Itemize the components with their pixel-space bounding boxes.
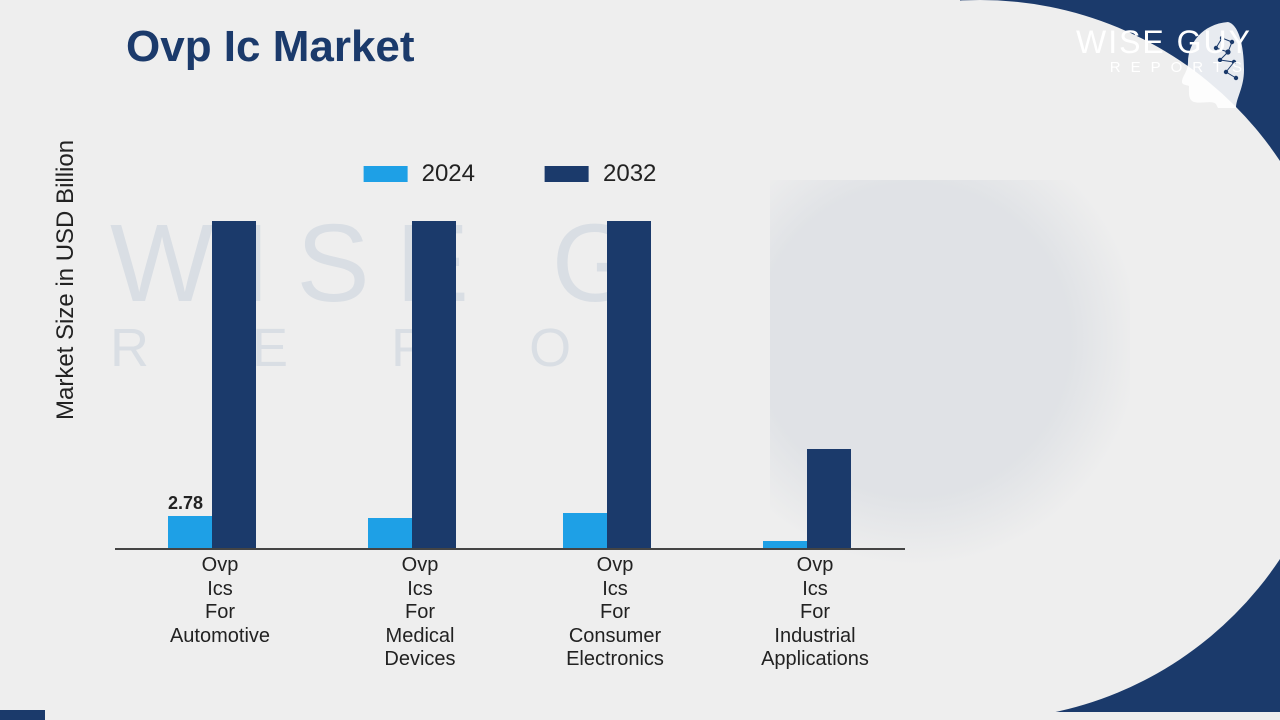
logo-word-wise: WISE: [1076, 24, 1166, 60]
x-tick-label: OvpIcsForAutomotive: [130, 554, 310, 648]
x-tick-label: OvpIcsForConsumerElectronics: [525, 554, 705, 672]
x-tick-label: OvpIcsForMedicalDevices: [330, 554, 510, 672]
bar-2032: [412, 221, 456, 548]
plot-area: 2.78: [115, 200, 905, 550]
x-tick-label: OvpIcsForIndustrialApplications: [725, 554, 905, 672]
bar-2024: [563, 513, 607, 548]
bar-2024: [368, 518, 412, 548]
brand-logo: WISE GUY REPORTS: [1076, 24, 1252, 76]
legend-label-2024: 2024: [422, 160, 475, 188]
bar-2032: [607, 221, 651, 548]
bar-chart: Market Size in USD Billion 2024 2032 2.7…: [60, 150, 960, 690]
bar-2032: [212, 221, 256, 548]
legend-item-2024: 2024: [364, 160, 475, 188]
bar-2032: [807, 449, 851, 548]
legend-swatch-2032: [545, 166, 589, 182]
logo-word-guy: GUY: [1177, 24, 1252, 60]
chart-legend: 2024 2032: [364, 160, 657, 188]
legend-label-2032: 2032: [603, 160, 656, 188]
bar-value-label: 2.78: [168, 493, 203, 514]
legend-item-2032: 2032: [545, 160, 656, 188]
y-axis-label: Market Size in USD Billion: [52, 140, 80, 420]
logo-word-reports: REPORTS: [1076, 59, 1252, 76]
legend-swatch-2024: [364, 166, 408, 182]
bar-2024: [168, 516, 212, 548]
bar-2024: [763, 541, 807, 548]
chart-title: Ovp Ic Market: [126, 22, 415, 72]
bottom-accent-bar: [0, 710, 45, 720]
